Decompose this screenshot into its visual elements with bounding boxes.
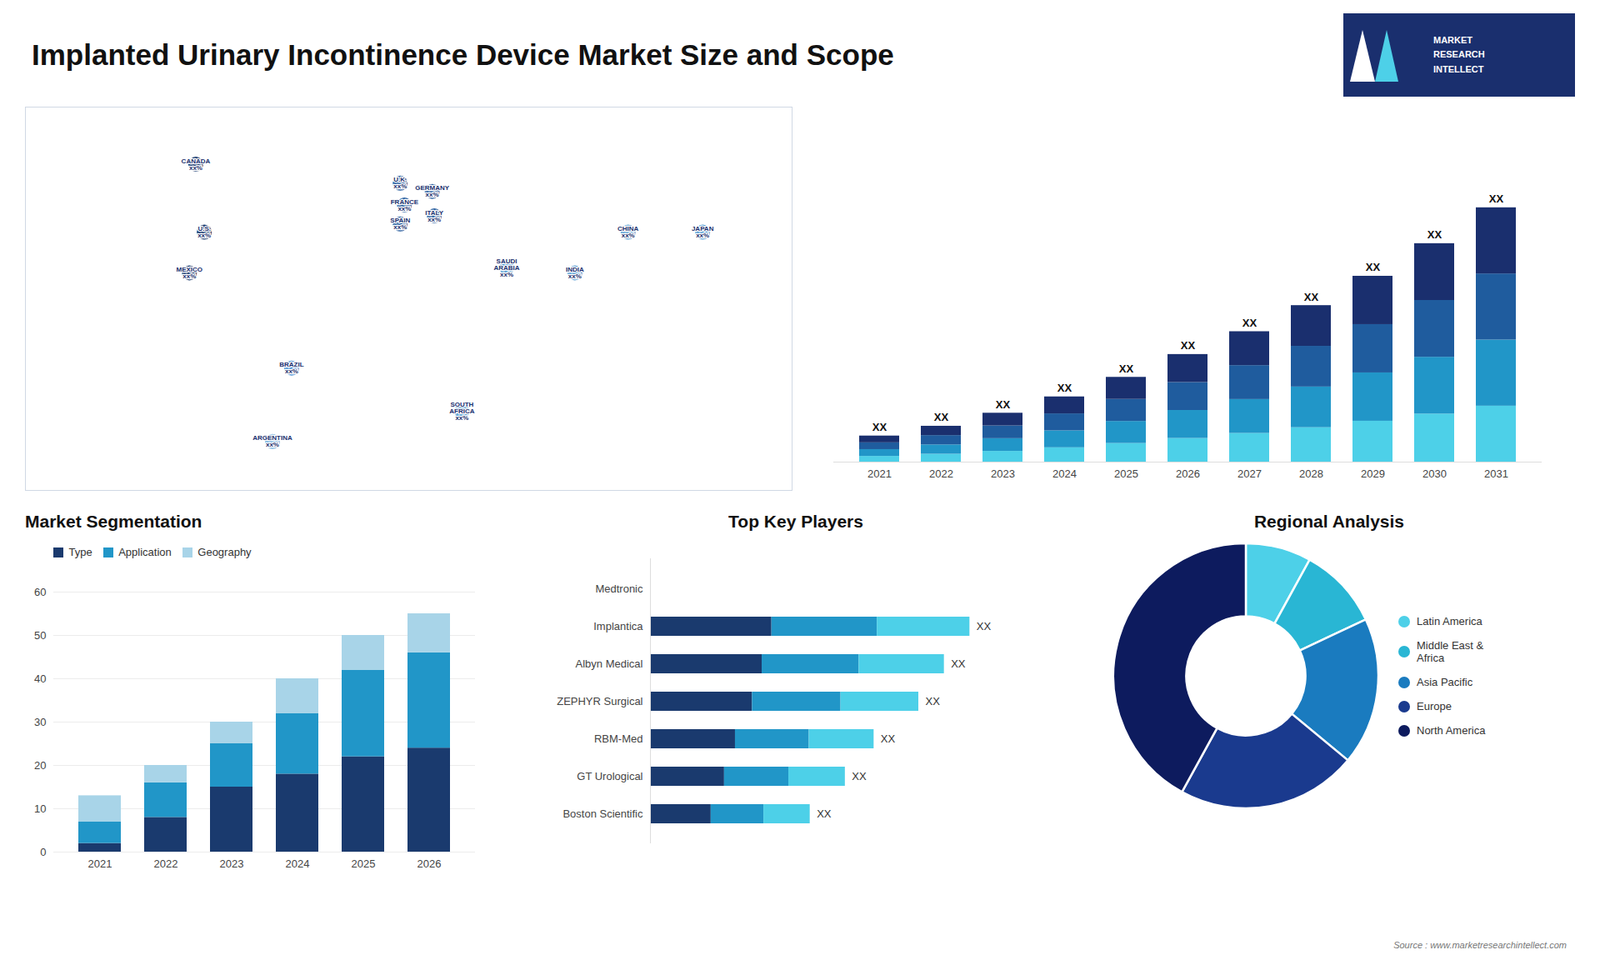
svg-text:XX: XX	[872, 420, 888, 434]
html-text:MARKET: MARKET	[1433, 34, 1473, 45]
svg-text:60: 60	[34, 585, 46, 598]
svg-text:XX: XX	[1427, 228, 1443, 241]
svg-text:GT Urological: GT Urological	[576, 770, 643, 783]
html-text:Market Segmentation: Market Segmentation	[25, 511, 202, 531]
svg-text:2026: 2026	[1175, 467, 1200, 480]
svg-text:RBM-Med: RBM-Med	[594, 732, 644, 745]
svg-text:2026: 2026	[417, 856, 442, 870]
html-text:Type: Type	[68, 545, 93, 559]
svg-text:XX: XX	[1180, 339, 1196, 352]
html-text:Application: Application	[118, 545, 172, 559]
svg-text:MEXICOxx%: MEXICOxx%	[175, 265, 203, 280]
html-text:Latin America: Latin America	[1416, 615, 1483, 628]
svg-text:30: 30	[34, 715, 46, 728]
svg-text:FRANCExx%: FRANCExx%	[390, 198, 420, 213]
svg-text:XX: XX	[1242, 316, 1258, 330]
html-text:Geography: Geography	[197, 545, 252, 559]
svg-text:40: 40	[34, 671, 46, 685]
svg-text:ARGENTINAxx%: ARGENTINAxx%	[252, 434, 293, 449]
svg-text:Albyn Medical: Albyn Medical	[575, 657, 644, 670]
html-text:RESEARCH: RESEARCH	[1433, 49, 1485, 60]
svg-text:2021: 2021	[88, 856, 113, 870]
svg-text:ZEPHYR Surgical: ZEPHYR Surgical	[556, 695, 643, 708]
svg-text:U.K.xx%: U.K.xx%	[393, 175, 407, 190]
html-text:Top Key Players: Top Key Players	[728, 511, 864, 531]
svg-text:ITALYxx%: ITALYxx%	[425, 209, 444, 224]
svg-text:SPAINxx%: SPAINxx%	[390, 216, 410, 231]
svg-text:SOUTHAFRICAxx%: SOUTHAFRICAxx%	[449, 400, 475, 422]
svg-text:Boston Scientific: Boston Scientific	[562, 807, 644, 820]
html-text:Source : www.marketresearchint: Source : www.marketresearchintellect.com	[1393, 940, 1567, 950]
svg-text:20: 20	[34, 758, 46, 771]
svg-text:2025: 2025	[351, 856, 376, 870]
svg-text:XX: XX	[1365, 260, 1381, 274]
svg-text:50: 50	[34, 628, 46, 641]
svg-text:XX: XX	[816, 807, 832, 820]
svg-text:XX: XX	[1489, 192, 1505, 205]
svg-text:CANADAxx%: CANADAxx%	[181, 157, 211, 172]
svg-text:2023: 2023	[220, 856, 245, 870]
html-text:Implanted Urinary Incontinence: Implanted Urinary Incontinence Device Ma…	[31, 38, 894, 71]
svg-text:2024: 2024	[1052, 467, 1077, 480]
svg-text:INDIAxx%: INDIAxx%	[565, 265, 585, 280]
svg-text:XX: XX	[995, 398, 1011, 411]
svg-text:XX: XX	[1304, 290, 1320, 304]
svg-text:SAUDIARABIAxx%: SAUDIARABIAxx%	[494, 257, 520, 279]
svg-text:XX: XX	[880, 732, 896, 745]
html-text:INTELLECT: INTELLECT	[1433, 64, 1484, 74]
html-text:Middle East & Africa: Middle East & Africa	[1416, 639, 1484, 665]
svg-text:Implantica: Implantica	[593, 620, 644, 633]
svg-text:2022: 2022	[929, 467, 954, 480]
svg-text:CHINAxx%: CHINAxx%	[617, 225, 640, 240]
svg-text:XX: XX	[950, 657, 966, 670]
html-text:Asia Pacific: Asia Pacific	[1416, 675, 1473, 689]
svg-text:2021: 2021	[867, 467, 892, 480]
svg-text:2025: 2025	[1114, 467, 1139, 480]
svg-text:XX: XX	[1057, 381, 1073, 395]
svg-text:XX: XX	[976, 620, 992, 633]
html-text:North America: North America	[1416, 724, 1486, 737]
svg-text:BRAZILxx%: BRAZILxx%	[279, 360, 304, 375]
svg-text:XX: XX	[1119, 362, 1135, 375]
svg-text:GERMANYxx%: GERMANYxx%	[415, 184, 450, 199]
svg-text:XX: XX	[851, 770, 867, 783]
svg-text:2022: 2022	[154, 856, 179, 870]
svg-text:2029: 2029	[1360, 467, 1385, 480]
svg-text:2027: 2027	[1237, 467, 1262, 480]
svg-text:2028: 2028	[1299, 467, 1324, 480]
svg-text:2024: 2024	[285, 856, 310, 870]
svg-text:XX: XX	[934, 410, 950, 424]
svg-text:2030: 2030	[1422, 467, 1447, 480]
svg-text:2023: 2023	[990, 467, 1015, 480]
html-text:Europe: Europe	[1416, 700, 1452, 713]
svg-text:10: 10	[34, 801, 46, 815]
svg-text:U.S.xx%: U.S.xx%	[197, 225, 211, 240]
svg-text:0: 0	[40, 845, 46, 858]
svg-text:JAPANxx%: JAPANxx%	[691, 225, 715, 240]
svg-text:2031: 2031	[1484, 467, 1509, 480]
html-text:Regional Analysis: Regional Analysis	[1254, 511, 1405, 531]
svg-text:Medtronic: Medtronic	[595, 582, 644, 595]
svg-text:XX: XX	[925, 695, 941, 708]
